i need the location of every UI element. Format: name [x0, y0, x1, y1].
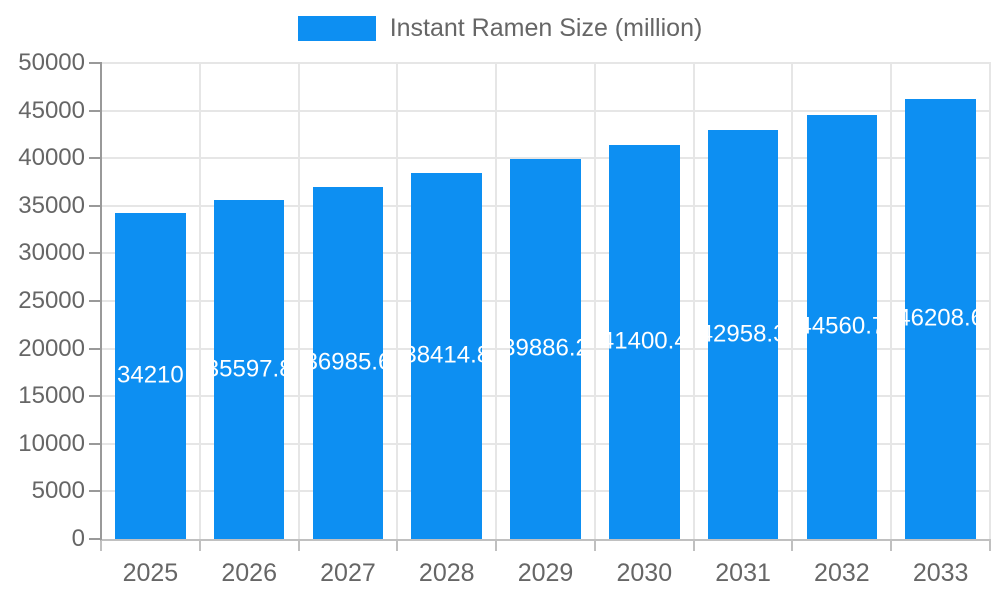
bar-value-label-wrap: 35597.8 [214, 355, 285, 384]
y-axis-tick [89, 300, 102, 302]
x-tick-label: 2028 [418, 559, 475, 587]
y-tick-label: 15000 [18, 382, 85, 410]
y-gridline [102, 109, 991, 112]
y-tick-label: 35000 [18, 191, 85, 219]
bar-value-label: 38414.8 [411, 341, 482, 369]
y-tick-label: 40000 [18, 144, 85, 172]
bar-value-label-wrap: 46208.6 [905, 305, 976, 334]
y-axis-tick [89, 109, 102, 112]
x-tick-label: 2027 [320, 559, 376, 587]
bar[interactable]: 46208.6 [905, 99, 976, 539]
x-tick-label: 2032 [814, 559, 870, 587]
chart-legend[interactable]: Instant Ramen Size (million) [0, 0, 1000, 56]
bar-value-label: 41400.4 [609, 327, 680, 355]
category-cell: 38414.8 2028 [398, 63, 498, 587]
x-tick-label: 2026 [221, 559, 277, 587]
category-cell: 46208.6 2033 [892, 63, 992, 587]
y-tick-label: 25000 [18, 287, 85, 314]
x-tick-label: 2029 [517, 559, 574, 587]
y-axis-tick [89, 157, 102, 160]
y-gridline [102, 157, 991, 160]
y-tick-label: 10000 [18, 429, 85, 457]
x-tick-label: 2031 [715, 559, 771, 587]
y-tick-label: 50000 [18, 49, 85, 76]
y-axis-tick [89, 62, 102, 64]
y-tick-label: 30000 [18, 239, 85, 267]
category-cell: 34210 2025 [102, 63, 201, 587]
y-axis-tick [89, 538, 102, 540]
bar[interactable]: 41400.4 [608, 144, 680, 539]
plot-area: 0 5000 10000 15000 20000 25000 30000 35000 40000… [18, 51, 992, 587]
y-tick-label: 45000 [18, 96, 85, 124]
bar-value-label-wrap: 41400.4 [609, 328, 680, 357]
bar-value-label-wrap: 44560.7 [807, 312, 878, 341]
category-cell: 42958.3 2031 [695, 63, 794, 587]
y-axis-tick [89, 204, 102, 207]
bar-value-label-wrap: 39886.2 [510, 335, 581, 364]
bar[interactable]: 39886.2 [510, 159, 581, 539]
category-cell: 39886.2 2029 [497, 63, 596, 587]
y-tick-label: 20000 [18, 334, 85, 362]
bar[interactable]: 42958.3 [707, 130, 779, 539]
y-axis-tick [89, 442, 102, 445]
bar-value-label: 44560.7 [807, 312, 878, 340]
bar[interactable]: 38414.8 [411, 173, 483, 539]
bar-value-label: 46208.6 [905, 304, 976, 332]
category-cell: 35597.8 2026 [201, 63, 300, 587]
category-cell: 36985.6 2027 [300, 63, 399, 587]
x-tick-label: 2030 [616, 559, 673, 587]
y-axis-tick [89, 347, 102, 350]
bar-value-label: 42958.3 [708, 320, 779, 348]
y-axis-tick [89, 395, 102, 398]
y-gridline [102, 62, 991, 64]
y-axis-tick [89, 490, 102, 493]
bar-value-label: 36985.6 [313, 348, 384, 376]
category-cell: 44560.7 2032 [793, 63, 893, 587]
category-cell: 41400.4 2030 [596, 63, 695, 587]
legend-swatch-icon [297, 15, 376, 41]
bar-value-label: 35597.8 [214, 355, 285, 383]
bar-value-label: 34210 [117, 361, 184, 389]
category-cells: 34210 2025 35597.8 2026 36985.6 2027 38414.8 20… [102, 63, 992, 587]
y-axis-tick [89, 252, 102, 255]
bar-value-label-wrap: 34210 [115, 362, 186, 391]
legend-label: Instant Ramen Size (million) [389, 13, 703, 42]
bar[interactable]: 35597.8 [213, 200, 285, 539]
bar-value-label: 39886.2 [510, 334, 581, 362]
bar[interactable]: 36985.6 [312, 186, 384, 539]
y-tick-label: 0 [71, 525, 85, 552]
x-tick-label: 2033 [912, 559, 969, 587]
bar-value-label-wrap: 38414.8 [411, 342, 482, 371]
bar[interactable]: 44560.7 [806, 114, 878, 539]
bar[interactable]: 34210 [115, 213, 186, 539]
bar-value-label-wrap: 42958.3 [708, 320, 779, 349]
x-tick-label: 2025 [122, 559, 179, 587]
y-tick-label: 5000 [31, 477, 85, 505]
bar-value-label-wrap: 36985.6 [313, 349, 384, 378]
